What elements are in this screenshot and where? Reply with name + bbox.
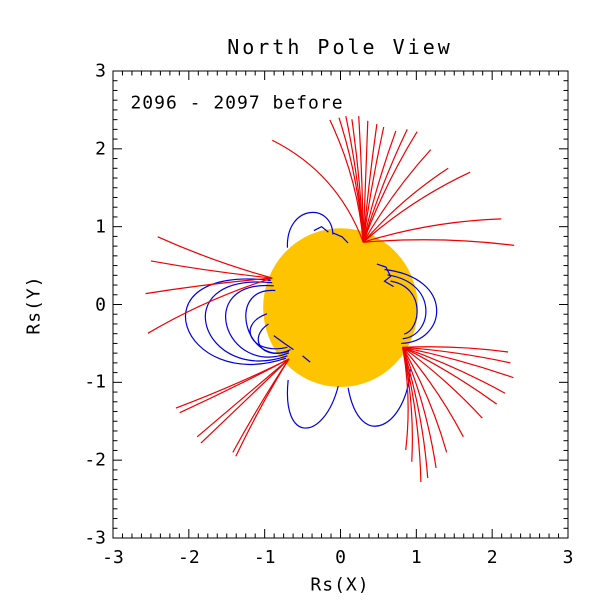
- open-field-line: [402, 347, 448, 453]
- x-tick-label: 0: [335, 547, 346, 568]
- limb-squiggle: [302, 355, 311, 363]
- y-tick-label: -3: [84, 527, 106, 549]
- closed-loop: [387, 274, 427, 340]
- open-field-line: [362, 120, 369, 243]
- open-field-line: [200, 358, 290, 444]
- limb-squiggle: [313, 225, 329, 233]
- closed-loop: [184, 278, 287, 365]
- closed-loop: [245, 289, 291, 354]
- x-tick-label: -1: [253, 547, 276, 568]
- open-field-line: [402, 346, 464, 438]
- open-field-line: [362, 149, 432, 243]
- limb-squiggle: [273, 335, 294, 351]
- closed-loop: [249, 313, 288, 350]
- closed-loop: [286, 379, 339, 429]
- x-tick-label: 1: [410, 547, 422, 568]
- open-field-line: [362, 126, 385, 243]
- open-field-line: [362, 123, 378, 243]
- open-field-line: [175, 358, 290, 409]
- open-field-line: [362, 167, 449, 243]
- open-field-line: [145, 277, 273, 295]
- closed-loop: [384, 268, 438, 345]
- open-field-line: [402, 346, 483, 419]
- closed-loop: [390, 280, 418, 335]
- closed-loop: [286, 211, 334, 248]
- open-field-line: [363, 218, 502, 243]
- open-field-line: [358, 116, 364, 243]
- open-field-line: [329, 119, 364, 243]
- y-tick-label: 3: [95, 60, 106, 82]
- y-tick-label: -2: [84, 449, 106, 471]
- open-field-line: [157, 236, 273, 279]
- open-field-line: [402, 346, 509, 353]
- open-field-line: [402, 347, 437, 469]
- x-tick-label: -3: [102, 547, 124, 568]
- open-field-line: [362, 171, 471, 243]
- open-field-line: [362, 131, 418, 243]
- open-field-line: [402, 346, 514, 379]
- closed-loop: [225, 285, 290, 358]
- closed-loop: [257, 323, 290, 354]
- open-field-line: [179, 358, 290, 414]
- open-field-line: [363, 239, 515, 246]
- open-field-line: [235, 358, 290, 457]
- y-tick-label: 1: [95, 216, 106, 238]
- open-field-line: [196, 358, 290, 438]
- limb-squiggle: [376, 263, 394, 288]
- open-field-line: [402, 346, 506, 394]
- sun-disk: [263, 228, 418, 388]
- open-field-line: [402, 347, 409, 451]
- y-tick-label: 2: [95, 138, 106, 160]
- closed-loop: [204, 281, 288, 362]
- open-field-line: [147, 277, 273, 334]
- open-field-line: [402, 346, 498, 405]
- x-tick-label: 2: [486, 547, 498, 568]
- y-tick-label: -1: [84, 371, 106, 393]
- y-tick-label: 0: [95, 294, 106, 315]
- x-tick-label: 3: [562, 547, 574, 568]
- limb-squiggle: [332, 232, 349, 244]
- open-field-line: [150, 260, 273, 279]
- open-field-line: [362, 130, 397, 243]
- closed-field-lines: [184, 211, 438, 429]
- open-field-line: [402, 346, 511, 364]
- open-field-line: [402, 347, 429, 479]
- x-tick-label: -2: [177, 547, 200, 568]
- axis-ticks: [112, 70, 569, 539]
- open-field-line: [362, 129, 408, 243]
- open-field-lines: [145, 116, 515, 482]
- open-field-line: [271, 139, 364, 243]
